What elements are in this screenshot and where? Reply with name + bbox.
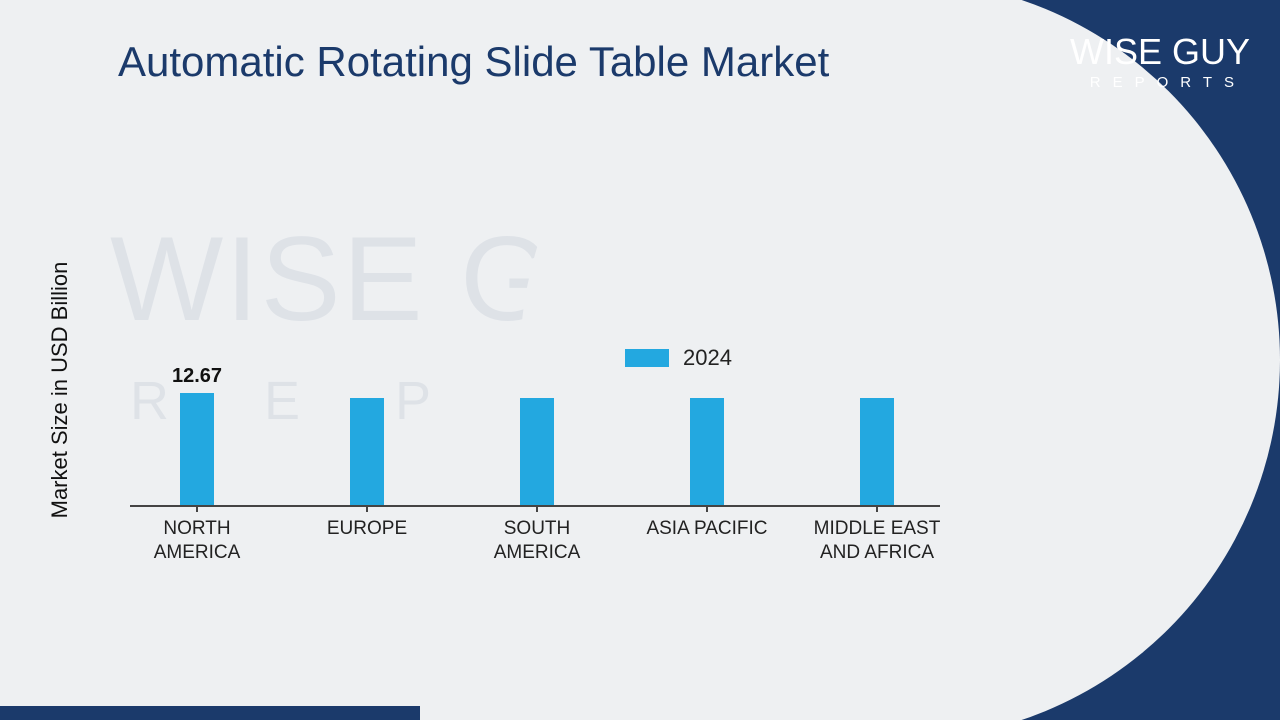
bar-value-0: 12.67: [137, 365, 257, 388]
bar-0: [180, 393, 214, 505]
bar-3: [690, 398, 724, 505]
brand-logo-main: WISE GUY: [990, 34, 1250, 70]
legend: 2024: [625, 345, 732, 371]
x-axis-baseline: [130, 505, 940, 507]
brand-panel: WISE GUY REPORTS: [960, 0, 1280, 720]
category-label-1: EUROPE: [292, 517, 442, 541]
category-label-2: SOUTH AMERICA: [462, 517, 612, 565]
bar-1: [350, 398, 384, 505]
legend-swatch: [625, 349, 669, 367]
category-label-0: NORTH AMERICA: [122, 517, 272, 565]
bar-4: [860, 398, 894, 505]
brand-logo: WISE GUY REPORTS: [990, 34, 1250, 91]
chart-title: Automatic Rotating Slide Table Market: [118, 38, 829, 86]
plot-area: Market Size in USD Billion 12.67NORTH AM…: [90, 160, 940, 620]
bar-2: [520, 398, 554, 505]
category-label-3: ASIA PACIFIC: [632, 517, 782, 541]
brand-logo-sub: REPORTS: [990, 74, 1246, 91]
legend-label: 2024: [683, 345, 732, 371]
chart-canvas: WISE GUY R E P O R T S WISE GUY REPORTS …: [0, 0, 1280, 720]
footer-accent-bar: [0, 706, 420, 720]
y-axis-label: Market Size in USD Billion: [47, 262, 73, 519]
category-label-4: MIDDLE EAST AND AFRICA: [802, 517, 952, 565]
